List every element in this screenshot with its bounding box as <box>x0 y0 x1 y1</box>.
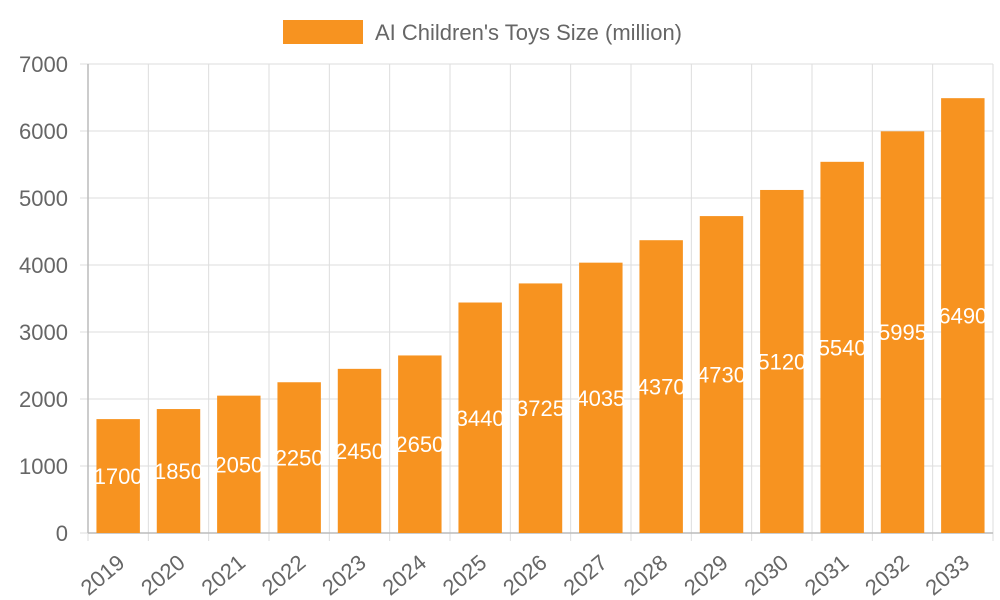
y-tick-label: 2000 <box>19 387 68 412</box>
legend-label: AI Children's Toys Size (million) <box>375 20 682 45</box>
x-tick-label: 2030 <box>739 550 793 600</box>
bar-value-label: 2050 <box>214 452 263 477</box>
y-tick-label: 3000 <box>19 320 68 345</box>
bar <box>880 131 925 533</box>
bar <box>941 98 985 534</box>
y-tick-label: 6000 <box>19 119 68 144</box>
bar <box>760 189 804 533</box>
bar <box>518 283 563 533</box>
bar-value-label: 6490 <box>938 304 987 329</box>
bar-value-label: 4730 <box>697 363 746 388</box>
bars <box>96 98 985 534</box>
bar-value-label: 3440 <box>456 406 505 431</box>
x-tick-label: 2029 <box>679 550 733 600</box>
bar <box>217 395 261 533</box>
bar-value-label: 5995 <box>878 320 927 345</box>
y-tick-label: 4000 <box>19 253 68 278</box>
x-axis-ticks: 2019 2020 2021 2022 2023 2024 2025 2026 2027 2028… <box>76 550 974 600</box>
bar-value-label: 4035 <box>576 386 625 411</box>
bar-value-label: 2450 <box>335 439 384 464</box>
y-tick-label: 7000 <box>19 52 68 77</box>
bar <box>337 368 382 533</box>
x-tick-label: 2019 <box>76 550 130 600</box>
bar <box>96 419 140 533</box>
x-tick-label: 2033 <box>920 550 974 600</box>
data-labels: 1700 1850 2050 2250 2450 2650 3440 3725 4035 4370… <box>94 304 988 489</box>
x-tick-label: 2031 <box>800 550 854 600</box>
y-axis-ticks: 0 1000 2000 3000 4000 5000 6000 7000 <box>19 52 68 546</box>
legend-swatch <box>283 20 363 44</box>
x-tick-label: 2023 <box>317 550 371 600</box>
x-tick-label: 2024 <box>377 550 431 600</box>
x-tick-label: 2026 <box>498 550 552 600</box>
x-tick-label: 2020 <box>136 550 190 600</box>
bar-value-label: 1850 <box>154 459 203 484</box>
bar <box>579 262 623 533</box>
bar <box>398 355 442 533</box>
bar-value-label: 5120 <box>757 349 806 374</box>
x-tick-label: 2027 <box>558 550 612 600</box>
x-tick-label: 2028 <box>619 550 673 600</box>
bar-value-label: 2650 <box>395 432 444 457</box>
bar <box>458 302 502 533</box>
bar-value-label: 4370 <box>637 375 686 400</box>
bar <box>277 382 321 533</box>
bar <box>820 161 864 533</box>
x-tick-label: 2021 <box>196 550 250 600</box>
bar-value-label: 2250 <box>275 446 324 471</box>
y-tick-label: 0 <box>56 521 68 546</box>
x-tick-label: 2022 <box>257 550 311 600</box>
bar <box>699 216 744 533</box>
bar-value-label: 5540 <box>818 335 867 360</box>
legend: AI Children's Toys Size (million) <box>283 20 682 45</box>
y-tick-label: 1000 <box>19 454 68 479</box>
grid <box>80 63 994 541</box>
bar-value-label: 1700 <box>94 464 143 489</box>
bar <box>156 409 201 533</box>
x-tick-label: 2025 <box>438 550 492 600</box>
y-tick-label: 5000 <box>19 186 68 211</box>
bar <box>639 240 683 533</box>
bar-value-label: 3725 <box>516 396 565 421</box>
x-tick-label: 2032 <box>860 550 914 600</box>
